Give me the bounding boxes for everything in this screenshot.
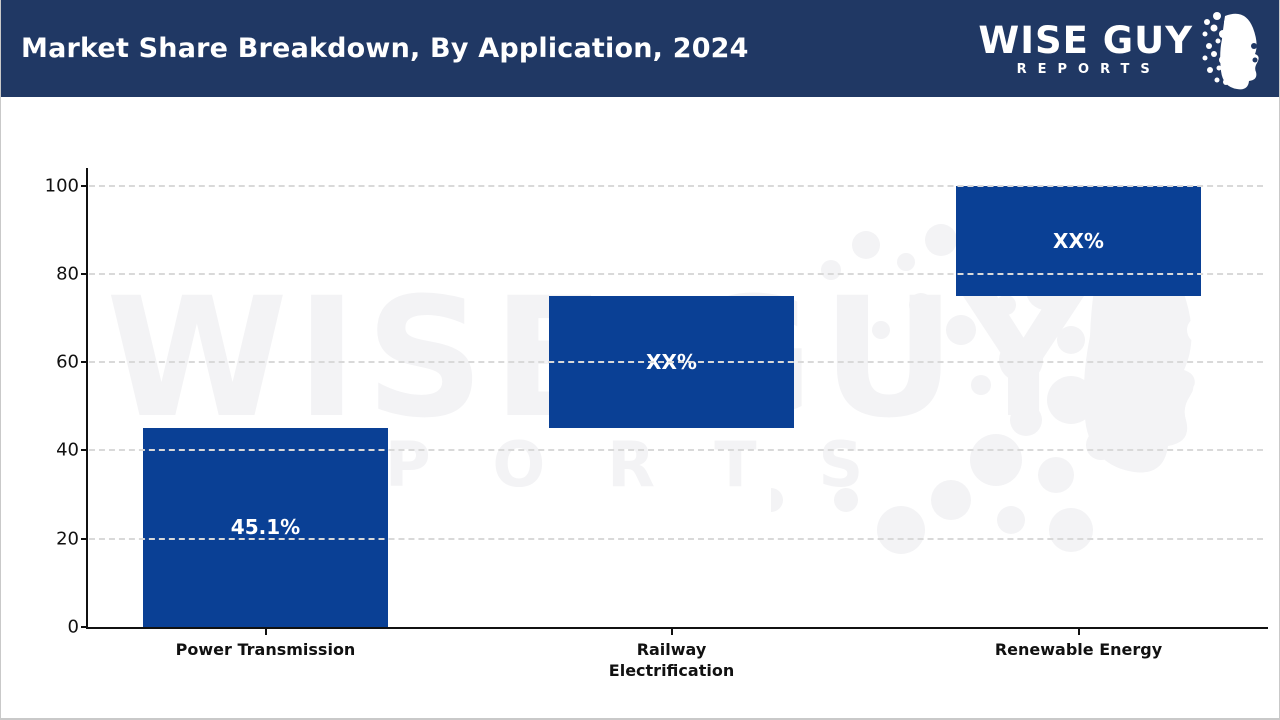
x-axis-tick-0 [264,629,267,635]
gridline-y20 [89,537,1263,540]
gridline-y100 [89,184,1263,187]
x-axis-tick-1 [670,629,673,635]
y-axis-tick-label-40: 40 [56,439,79,461]
header-bar: Market Share Breakdown, By Application, … [1,0,1279,97]
page-title: Market Share Breakdown, By Application, … [21,33,749,64]
x-axis-category-label: Power Transmission [175,640,356,659]
y-axis-tick-label-100: 100 [44,175,79,197]
y-axis-tick-60 [81,361,87,364]
x-axis-category-label: Renewable Energy [994,640,1163,659]
y-axis-spine [86,168,88,629]
y-axis-tick-40 [81,449,87,452]
logo-text: WISE GUY REPORTS [978,22,1193,76]
y-axis-tick-80 [81,272,87,275]
x-axis-spine [86,627,1268,629]
y-axis-tick-20 [81,537,87,540]
y-axis-tick-label-80: 80 [56,263,79,285]
gridline-y80 [89,272,1263,275]
x-axis-category-label: Railway Electrification [608,640,735,680]
y-axis-tick-label-20: 20 [56,528,79,550]
logo-head-dots-icon [1202,11,1259,89]
bar-value-label: 45.1% [230,515,301,540]
bar-value-label: XX% [1053,228,1104,253]
wise-guy-reports-logo: WISE GUY REPORTS [978,8,1259,90]
y-axis-tick-0 [81,626,87,628]
y-axis-tick-100 [81,184,87,187]
gridline-y40 [89,449,1263,452]
x-axis-tick-2 [1077,629,1080,635]
y-axis-tick-label-60: 60 [56,351,79,373]
bar-power-transmission: 45.1% [143,427,388,627]
bar-renewable-energy: XX% [956,185,1201,296]
logo-wordmark: WISE GUY [978,18,1193,62]
gridline-y60 [89,361,1263,364]
y-axis-tick-label-0: 0 [67,616,79,638]
logo-subtitle: REPORTS [1016,61,1161,77]
